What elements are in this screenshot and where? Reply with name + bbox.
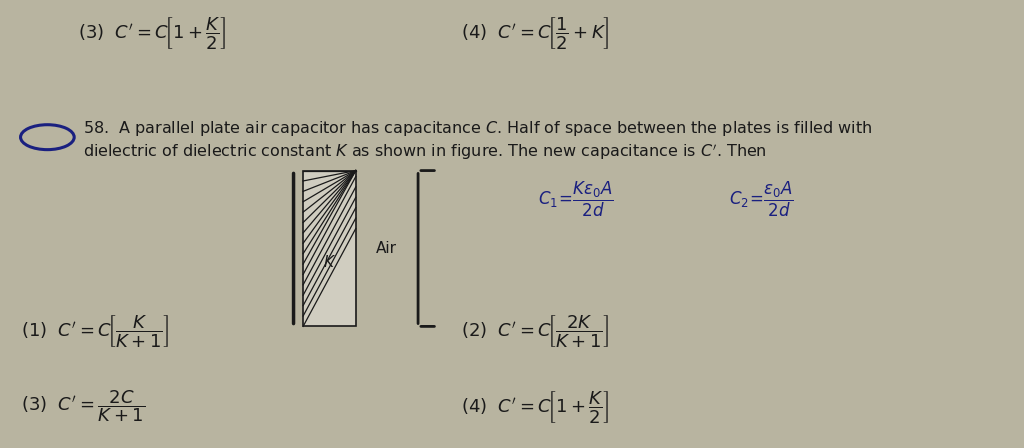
Text: (1)  $C^{\prime} = C\!\left[\dfrac{K}{K+1}\right]$: (1) $C^{\prime} = C\!\left[\dfrac{K}{K+1… [20,313,169,349]
Text: (3)  $C^{\prime} = C\!\left[1+\dfrac{K}{2}\right]$: (3) $C^{\prime} = C\!\left[1+\dfrac{K}{2… [78,15,226,51]
Text: Air: Air [376,241,397,256]
Text: (2)  $C^{\prime} = C\!\left[\dfrac{2K}{K+1}\right]$: (2) $C^{\prime} = C\!\left[\dfrac{2K}{K+… [461,313,610,349]
Text: (4)  $C^{\prime} = C\!\left[1+\dfrac{K}{2}\right]$: (4) $C^{\prime} = C\!\left[1+\dfrac{K}{2… [461,389,610,425]
Text: 58.  A parallel plate air capacitor has capacitance $C$. Half of space between t: 58. A parallel plate air capacitor has c… [83,119,872,138]
Text: dielectric of dielectric constant $K$ as shown in figure. The new capacitance is: dielectric of dielectric constant $K$ as… [83,142,767,162]
Text: $K$: $K$ [323,254,336,270]
Text: (4)  $C^{\prime} = C\!\left[\dfrac{1}{2}+K\right]$: (4) $C^{\prime} = C\!\left[\dfrac{1}{2}+… [461,15,610,51]
Text: (3)  $C^{\prime} = \dfrac{2C}{K+1}$: (3) $C^{\prime} = \dfrac{2C}{K+1}$ [20,389,144,424]
Text: $C_1\!=\!\dfrac{K\varepsilon_0 A}{2d}$: $C_1\!=\!\dfrac{K\varepsilon_0 A}{2d}$ [538,180,613,219]
Bar [303,171,355,327]
Text: $C_2\!=\!\dfrac{\varepsilon_0 A}{2d}$: $C_2\!=\!\dfrac{\varepsilon_0 A}{2d}$ [729,180,795,219]
